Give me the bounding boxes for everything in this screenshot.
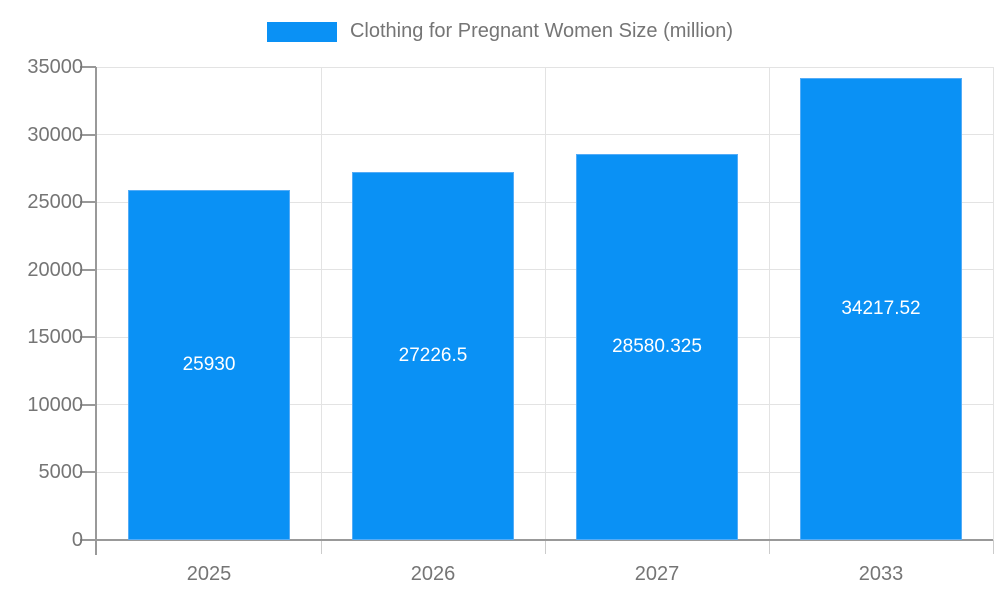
y-axis-tick bbox=[80, 539, 96, 541]
bar-value-label: 28580.325 bbox=[612, 335, 702, 357]
x-axis-tick bbox=[992, 540, 994, 554]
x-axis-tick bbox=[768, 540, 770, 554]
bar: 25930 bbox=[128, 189, 290, 540]
y-axis-label: 0 bbox=[71, 529, 83, 551]
bar: 27226.5 bbox=[352, 172, 514, 540]
x-axis-label: 2026 bbox=[410, 563, 456, 585]
bar: 28580.325 bbox=[576, 153, 738, 540]
x-gridline bbox=[544, 67, 546, 540]
y-axis-tick bbox=[80, 268, 96, 271]
x-axis-tick bbox=[320, 540, 322, 554]
bar: 34217.52 bbox=[800, 77, 962, 540]
legend-label: Clothing for Pregnant Women Size (millio… bbox=[349, 20, 734, 42]
y-axis-label: 25000 bbox=[27, 191, 83, 214]
y-axis-tick bbox=[80, 66, 96, 68]
y-axis-line bbox=[95, 67, 97, 555]
y-axis-label: 15000 bbox=[27, 326, 83, 349]
x-axis-line bbox=[95, 539, 993, 541]
y-axis-tick bbox=[80, 471, 96, 474]
y-axis-label: 20000 bbox=[27, 258, 83, 281]
bar-value-label: 34217.52 bbox=[841, 297, 921, 319]
x-gridline bbox=[320, 67, 322, 540]
x-axis-tick bbox=[544, 540, 546, 554]
chart-legend[interactable]: Clothing for Pregnant Women Size (millio… bbox=[0, 20, 1000, 43]
legend-swatch bbox=[266, 21, 337, 42]
bar-value-label: 25930 bbox=[182, 353, 236, 375]
y-axis-tick bbox=[80, 201, 96, 204]
y-axis-label: 10000 bbox=[27, 393, 83, 416]
x-axis-label: 2033 bbox=[858, 563, 904, 585]
y-axis-label: 30000 bbox=[27, 123, 83, 146]
x-axis-label: 2027 bbox=[634, 563, 680, 585]
y-axis-tick bbox=[80, 403, 96, 406]
y-axis-tick bbox=[80, 336, 96, 339]
x-gridline bbox=[768, 67, 770, 540]
y-axis-label: 35000 bbox=[27, 56, 83, 78]
bar-value-label: 27226.5 bbox=[398, 345, 468, 367]
y-axis-tick bbox=[80, 133, 96, 136]
x-gridline bbox=[992, 67, 994, 540]
x-axis-label: 2025 bbox=[186, 563, 232, 585]
y-axis-label: 5000 bbox=[38, 461, 84, 484]
